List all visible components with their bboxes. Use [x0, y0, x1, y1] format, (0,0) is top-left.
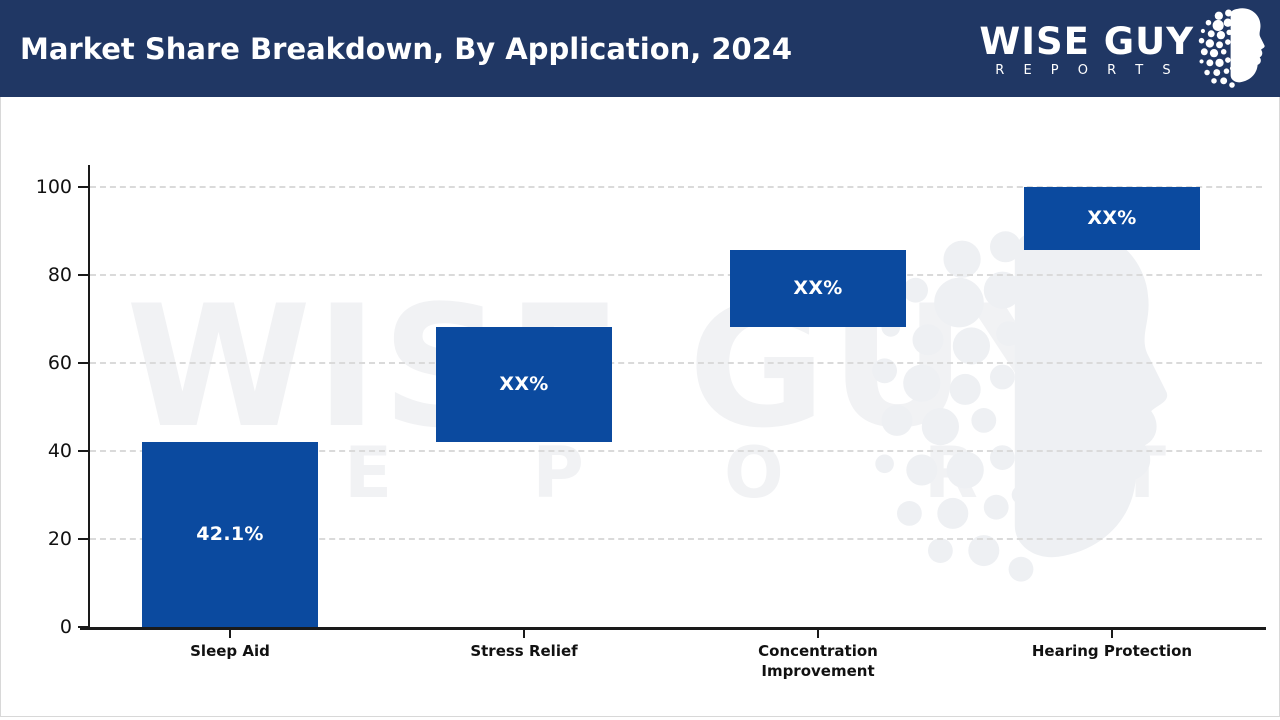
y-tick-80 [78, 274, 88, 276]
dotted-head-profile-icon [1196, 6, 1268, 92]
bar-concentration-improvement: XX% [730, 249, 906, 327]
x-tick-sleep-aid [229, 630, 231, 638]
y-tick-label-0: 0 [59, 616, 72, 638]
y-tick-label-20: 20 [47, 528, 72, 550]
x-tick-stress-relief [523, 630, 525, 638]
chart-title: Market Share Breakdown, By Application, … [20, 31, 793, 66]
y-tick-60 [78, 362, 88, 364]
watermark-head-icon [856, 222, 1186, 594]
gridline-40 [90, 450, 1262, 452]
x-tick-concentration-improvement [817, 630, 819, 638]
gridline-60 [90, 362, 1262, 364]
x-tick-hearing-protection [1111, 630, 1113, 638]
y-tick-100 [78, 186, 88, 188]
y-tick-label-40: 40 [47, 440, 72, 462]
bar-value-label: XX% [793, 277, 843, 300]
bar-sleep-aid: 42.1% [142, 441, 318, 627]
bar-hearing-protection: XX% [1024, 187, 1200, 250]
gridline-100 [90, 186, 1262, 188]
y-tick-0 [78, 626, 88, 628]
x-axis-line [80, 627, 1266, 630]
logo-subtext: R E P O R T S [995, 62, 1179, 78]
y-tick-label-100: 100 [35, 176, 72, 198]
gridline-80 [90, 274, 1262, 276]
wise-guy-reports-logo: WISE GUY R E P O R T S [979, 4, 1268, 94]
bar-value-label: XX% [1087, 207, 1137, 230]
bar-stress-relief: XX% [436, 326, 612, 442]
y-axis-line [88, 165, 90, 629]
bar-value-label: XX% [499, 373, 549, 396]
category-label-sleep-aid: Sleep Aid [190, 642, 270, 660]
category-label-concentration-improvement: Concentration Improvement [758, 642, 878, 680]
category-label-stress-relief: Stress Relief [470, 642, 578, 660]
y-tick-40 [78, 450, 88, 452]
logo-wordmark: WISE GUY [979, 19, 1194, 63]
category-label-hearing-protection: Hearing Protection [1031, 642, 1193, 660]
header-bar: Market Share Breakdown, By Application, … [0, 0, 1280, 97]
y-tick-20 [78, 538, 88, 540]
gridline-20 [90, 538, 1262, 540]
y-tick-label-60: 60 [47, 352, 72, 374]
y-tick-label-80: 80 [47, 264, 72, 286]
bar-value-label: 42.1% [196, 523, 264, 546]
logo-text: WISE GUY R E P O R T S [979, 19, 1194, 78]
